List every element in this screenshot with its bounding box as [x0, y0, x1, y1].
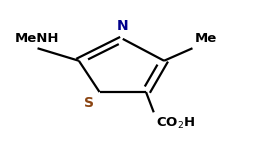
- Text: CO$_2$H: CO$_2$H: [156, 116, 195, 131]
- Text: Me: Me: [195, 32, 217, 45]
- Text: N: N: [117, 19, 129, 33]
- Text: S: S: [84, 96, 94, 110]
- Text: MeNH: MeNH: [14, 32, 59, 45]
